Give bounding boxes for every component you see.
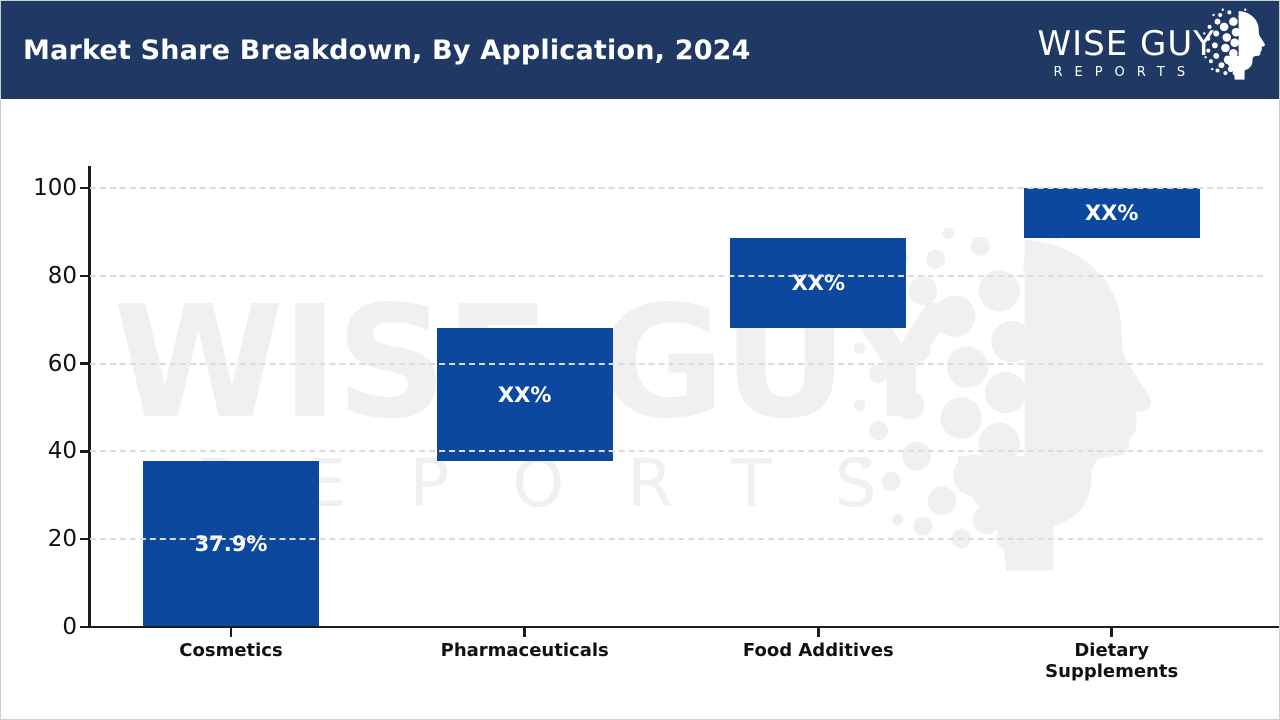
x-tick-3 — [817, 628, 820, 637]
gridline-60 — [90, 362, 1263, 365]
y-tick-20 — [80, 537, 89, 541]
y-tick-label-20: 20 — [47, 526, 77, 553]
x-category-label-cosmetics: Cosmetics — [121, 640, 341, 661]
bar-pharmaceuticals: XX% — [436, 328, 613, 461]
y-tick-label-40: 40 — [47, 438, 77, 465]
x-tick-2 — [523, 628, 526, 637]
y-tick-60 — [80, 362, 89, 365]
y-tick-100 — [80, 186, 89, 190]
x-category-label-line: Supplements — [1045, 661, 1179, 682]
y-tick-40 — [80, 450, 89, 453]
x-category-label-line: Cosmetics — [179, 640, 283, 661]
x-category-label-line: Food Additives — [742, 640, 894, 661]
x-category-label-dietary-supplements: Dietary Supplements — [1002, 640, 1222, 682]
y-tick-label-80: 80 — [47, 262, 77, 289]
gridline-40 — [90, 450, 1263, 453]
y-tick-0 — [80, 625, 89, 629]
y-tick-label-60: 60 — [47, 350, 77, 377]
bar-dietary-supplements: XX% — [1023, 188, 1200, 239]
x-tick-1 — [229, 628, 233, 637]
bar-value-label: 37.9% — [194, 531, 268, 556]
logo-wordmark: WISE GUY REPORTS — [1037, 26, 1215, 80]
x-tick-4 — [1110, 628, 1113, 637]
y-axis-line — [88, 166, 91, 628]
x-category-label-line: Dietary — [1074, 640, 1150, 661]
header-bar: Market Share Breakdown, By Application, … — [1, 1, 1279, 99]
bar-value-label: XX% — [1084, 201, 1139, 226]
chart-area: WISE GUY REPORTS 37.9% XX% XX% XX% 0 20 40 60 80… — [1, 99, 1279, 719]
y-tick-80 — [80, 274, 89, 278]
logo-wordmark-line2: REPORTS — [1053, 65, 1198, 80]
y-tick-label-100: 100 — [33, 175, 77, 201]
bar-food-additives: XX% — [730, 238, 907, 329]
gridline-100 — [90, 187, 1263, 189]
logo-wordmark-line1: WISE GUY — [1037, 24, 1215, 64]
y-tick-label-0: 0 — [62, 614, 77, 640]
chart-title: Market Share Breakdown, By Application, … — [23, 34, 751, 66]
x-axis-line — [88, 625, 1279, 628]
x-category-label-line: Pharmaceuticals — [440, 640, 609, 661]
bar-value-label: XX% — [497, 382, 552, 407]
bar-cosmetics: 37.9% — [143, 460, 319, 627]
gridline-80 — [90, 274, 1263, 277]
brand-logo: WISE GUY REPORTS — [1037, 5, 1269, 91]
x-category-label-food-additives: Food Additives — [708, 640, 928, 661]
x-category-label-pharmaceuticals: Pharmaceuticals — [415, 640, 635, 661]
gridline-20 — [90, 538, 1263, 541]
